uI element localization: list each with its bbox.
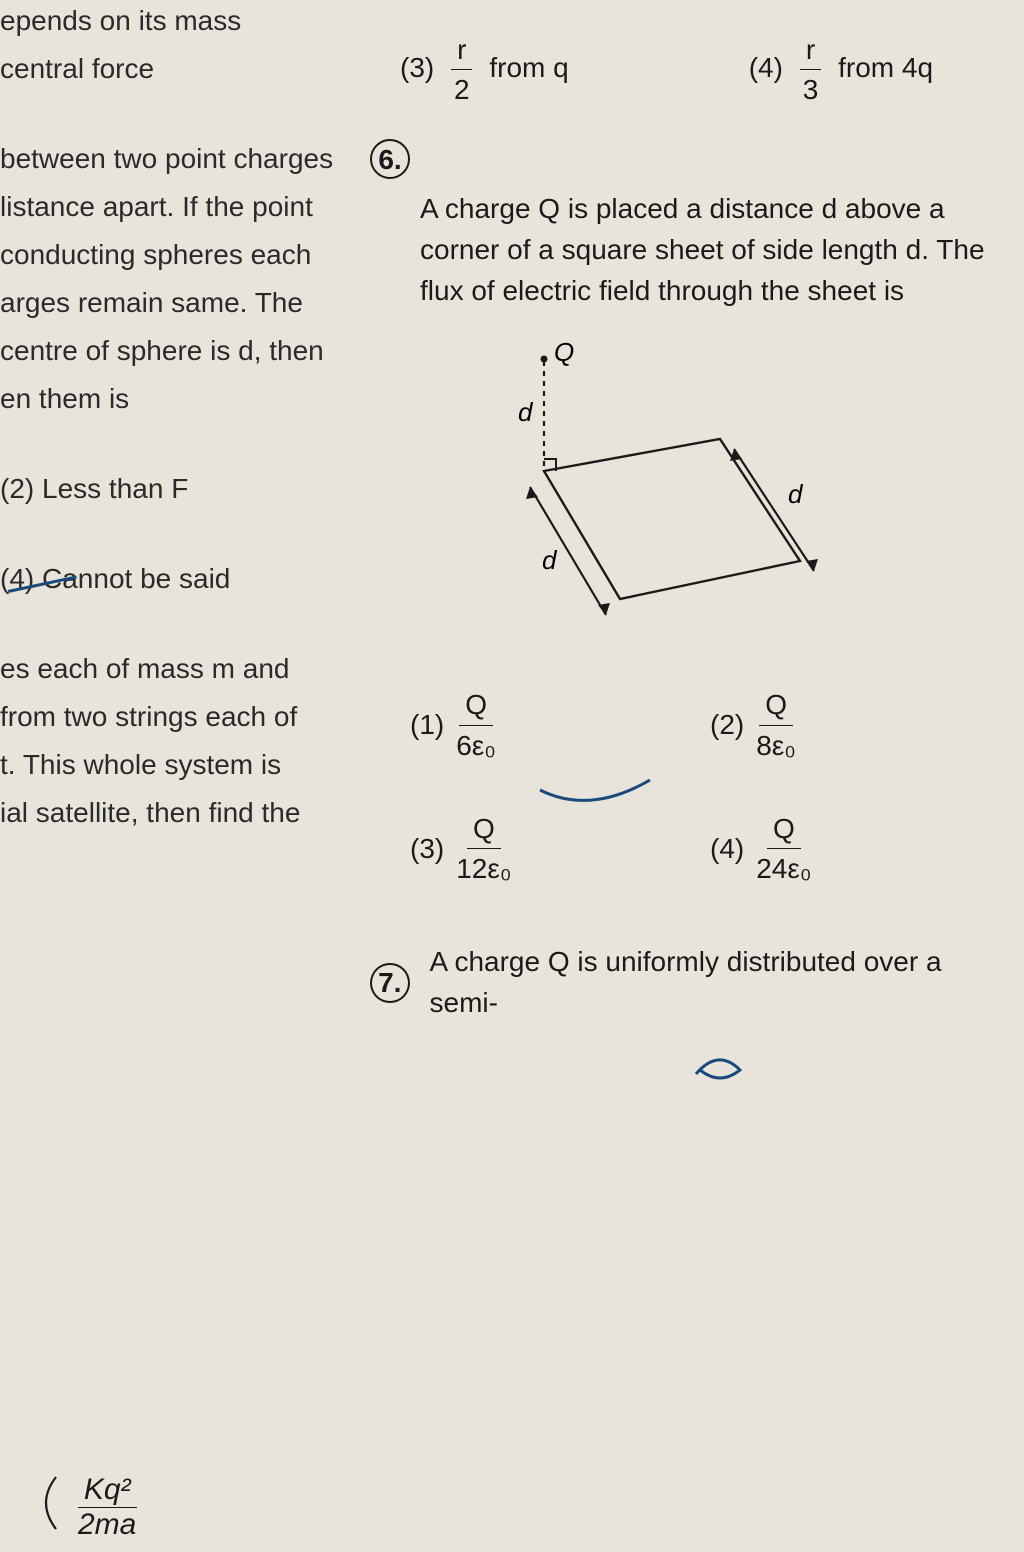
- frag-line: arges remain same. The: [0, 282, 340, 324]
- option-num: (3): [400, 52, 434, 83]
- frag-line: epends on its mass: [0, 0, 340, 42]
- question-6: 6. A charge Q is placed a distance d abo…: [370, 139, 1010, 311]
- frag-line: conducting spheres each: [0, 234, 340, 276]
- question-7: 7. A charge Q is uniformly distributed o…: [370, 942, 1010, 1023]
- option-tail: from 4q: [838, 52, 933, 83]
- label-d-vert: d: [518, 397, 534, 427]
- top-option-row: (3) r 2 from q (4) r 3 from 4q: [400, 30, 1010, 109]
- bracket-icon: [30, 1473, 64, 1533]
- frag-line: central force: [0, 48, 340, 90]
- kq2-fragment: Kq² 2ma: [30, 1473, 148, 1542]
- left-column-fragments: epends on its mass central force between…: [0, 0, 340, 840]
- question-number-6: 6.: [370, 139, 410, 179]
- square-sheet-diagram: Q d d d: [470, 331, 830, 651]
- fraction: Q 6ε₀: [450, 685, 502, 764]
- fraction: Q 12ε₀: [450, 809, 517, 888]
- question-6-text: A charge Q is placed a distance d above …: [420, 189, 1010, 311]
- option-3: (3) r 2 from q: [400, 30, 569, 109]
- q6-options: (1) Q 6ε₀ (2) Q 8ε₀ (3) Q 12ε₀: [410, 685, 1010, 932]
- frag-line: from two strings each of: [0, 696, 340, 738]
- pen-curve-figure: [530, 760, 670, 820]
- frag-line: centre of sphere is d, then: [0, 330, 340, 372]
- frag-line: en them is: [0, 378, 340, 420]
- label-Q: Q: [554, 337, 574, 367]
- right-column: (3) r 2 from q (4) r 3 from 4q 6. A char…: [370, 20, 1010, 1023]
- fraction: Kq² 2ma: [72, 1473, 142, 1542]
- option-2-q6: (2) Q 8ε₀: [710, 685, 1010, 764]
- frag-line: listance apart. If the point: [0, 186, 340, 228]
- option-4-q6: (4) Q 24ε₀: [710, 809, 1010, 888]
- fraction: r 2: [448, 30, 476, 109]
- option-tail: from q: [489, 52, 568, 83]
- label-d-left: d: [542, 545, 558, 575]
- option-3-q6: (3) Q 12ε₀: [410, 809, 710, 888]
- fraction: r 3: [797, 30, 825, 109]
- pen-mark-opt2: [690, 1040, 780, 1090]
- option-4: (4) r 3 from 4q: [749, 30, 933, 109]
- option-num: (4): [749, 52, 783, 83]
- frag-option-4: (4) Cannot be said: [0, 558, 340, 600]
- question-number-7: 7.: [370, 963, 410, 1003]
- figure-q6: Q d d d: [470, 331, 1010, 661]
- label-d-right: d: [788, 479, 804, 509]
- frag-line: t. This whole system is: [0, 744, 340, 786]
- frag-line: between two point charges: [0, 138, 340, 180]
- frag-line: es each of mass m and: [0, 648, 340, 690]
- fraction: Q 24ε₀: [750, 809, 817, 888]
- question-7-text: A charge Q is uniformly distributed over…: [430, 942, 1010, 1023]
- frag-line: ial satellite, then find the: [0, 792, 340, 834]
- frag-option-2: (2) Less than F: [0, 468, 340, 510]
- fraction: Q 8ε₀: [750, 685, 802, 764]
- option-1: (1) Q 6ε₀: [410, 685, 710, 764]
